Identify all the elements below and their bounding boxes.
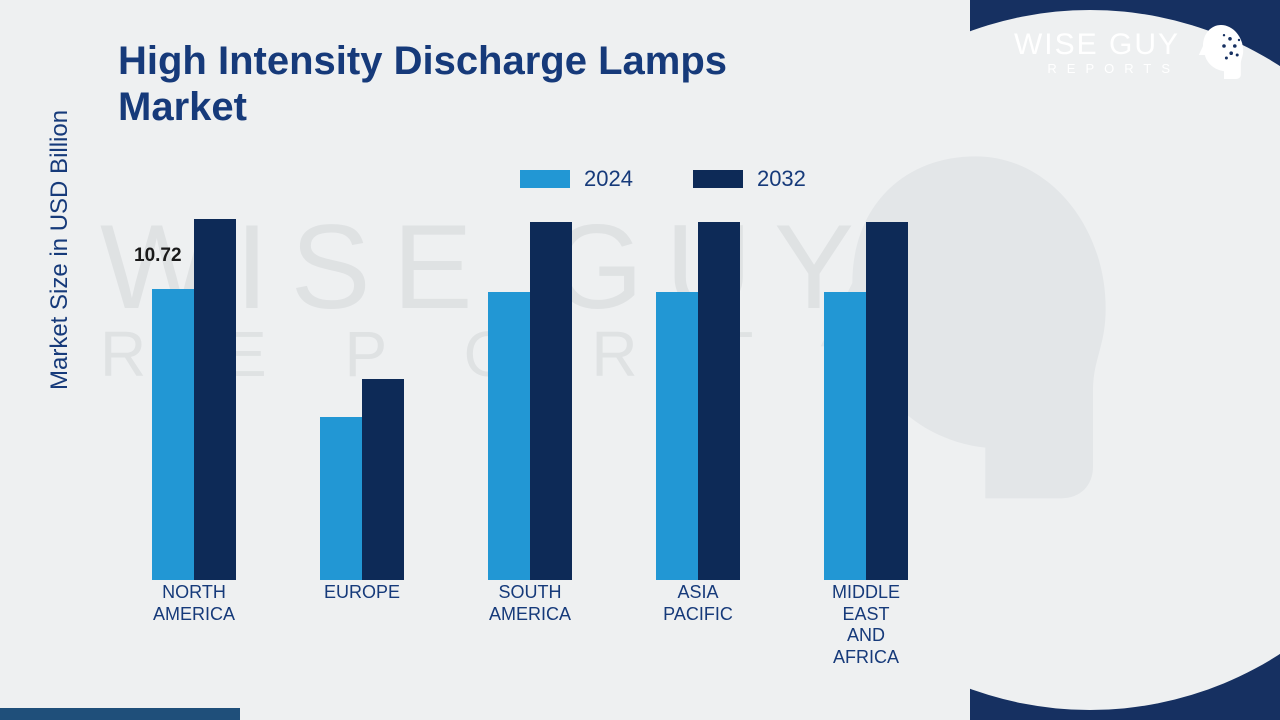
chart-canvas: WISE GUY REPORTS High Intensity Discharg… (0, 0, 1280, 720)
brand-line1: WISE GUY (1014, 30, 1180, 60)
x-axis-tick: EUROPE (297, 582, 427, 668)
bar (362, 379, 404, 580)
bar-group (320, 379, 404, 580)
bar-group (488, 222, 572, 580)
data-label: 10.72 (134, 245, 182, 267)
chart-title: High Intensity Discharge Lamps Market (118, 38, 758, 130)
legend-item: 2032 (693, 166, 806, 192)
legend-label: 2032 (757, 166, 806, 192)
bar-group: 10.72 (152, 219, 236, 580)
legend-label: 2024 (584, 166, 633, 192)
bar (866, 222, 908, 580)
bar (152, 289, 194, 580)
legend-swatch (693, 170, 743, 188)
bar (824, 292, 866, 580)
bar-group (824, 222, 908, 580)
x-axis-tick: NORTH AMERICA (129, 582, 259, 668)
footer-accent (0, 708, 240, 720)
brand-logo: WISE GUY REPORTS (1014, 22, 1248, 87)
chart-legend: 2024 2032 (520, 166, 806, 192)
bar (530, 222, 572, 580)
x-axis-tick: MIDDLE EAST AND AFRICA (801, 582, 931, 668)
legend-swatch (520, 170, 570, 188)
brand-head-icon (1188, 22, 1248, 87)
bar (194, 219, 236, 580)
side-panel (970, 0, 1280, 720)
bar (698, 222, 740, 580)
x-axis-tick: ASIA PACIFIC (633, 582, 763, 668)
bar (656, 292, 698, 580)
brand-line2: REPORTS (1047, 60, 1180, 78)
x-axis-tick: SOUTH AMERICA (465, 582, 595, 668)
bar (488, 292, 530, 580)
x-axis: NORTH AMERICA EUROPE SOUTH AMERICA ASIA PAC… (110, 582, 950, 668)
bar-groups: 10.72 (110, 200, 950, 580)
chart-plot: 10.72 (110, 200, 950, 580)
legend-item: 2024 (520, 166, 633, 192)
bar (320, 417, 362, 580)
y-axis-label: Market Size in USD Billion (46, 110, 74, 390)
bar-group (656, 222, 740, 580)
